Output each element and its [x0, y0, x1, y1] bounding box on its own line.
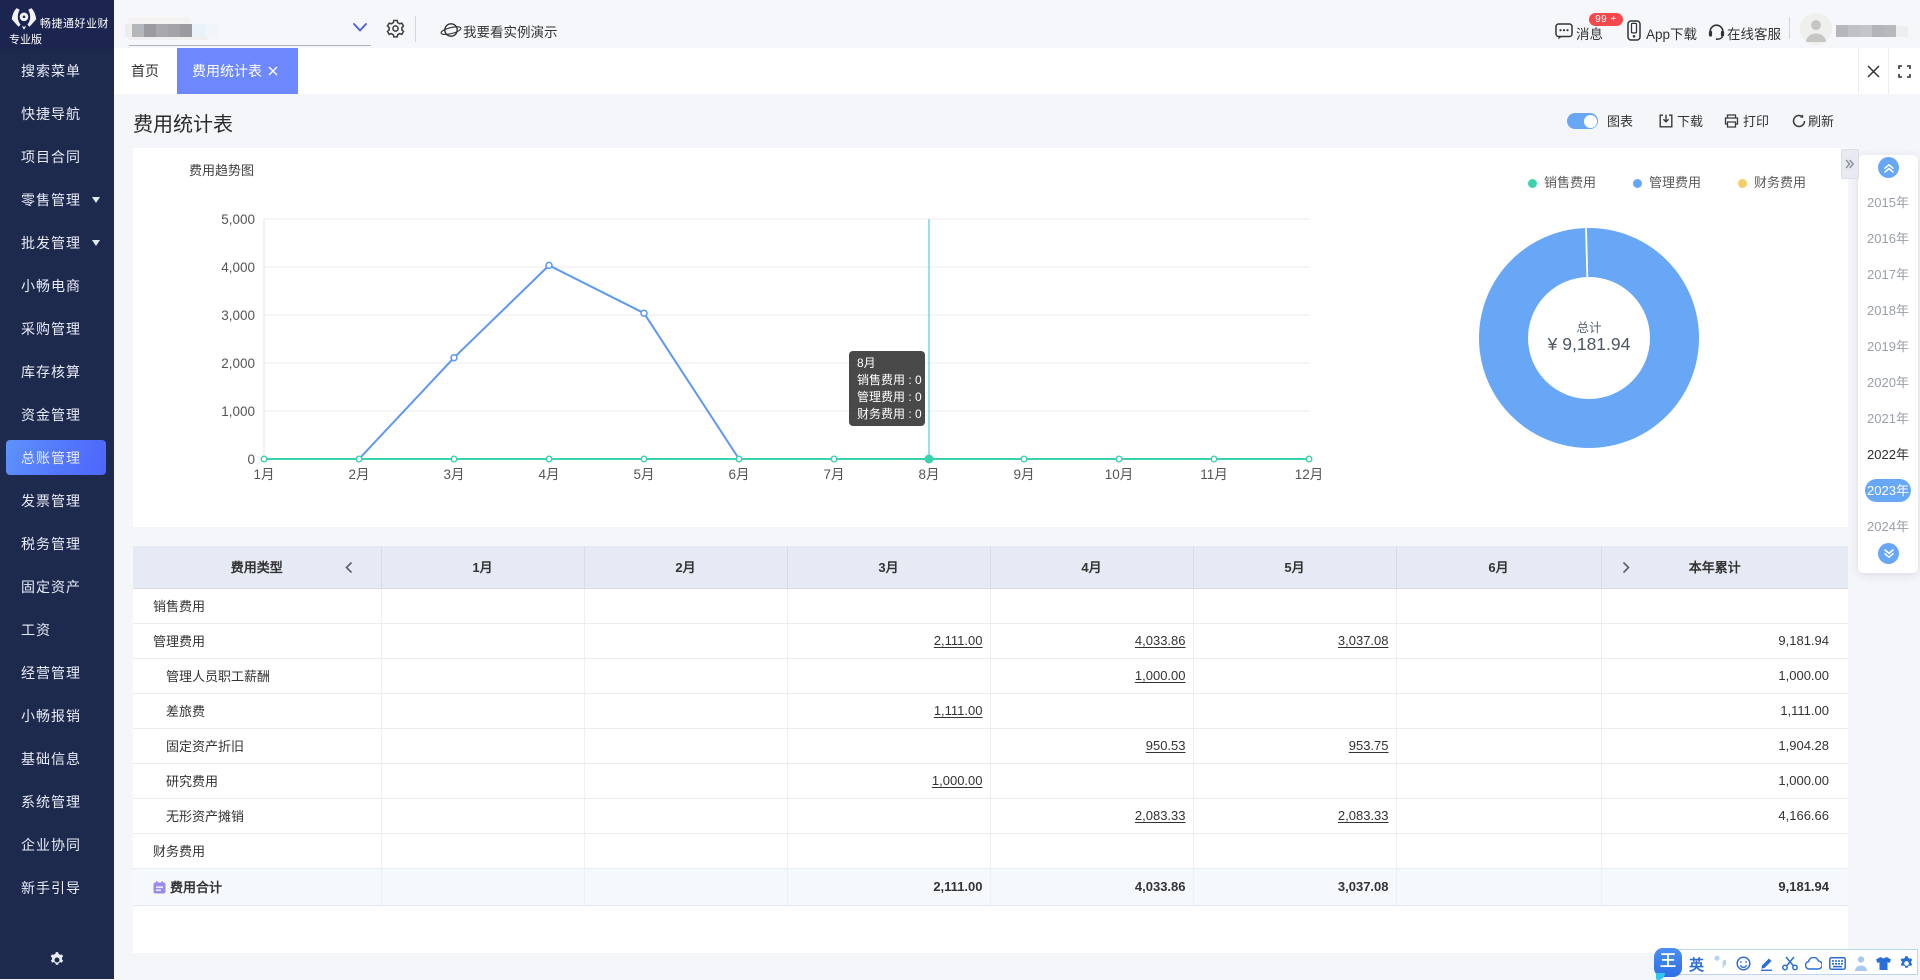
svg-text:4,000: 4,000	[221, 260, 255, 275]
svg-text:4月: 4月	[538, 467, 559, 482]
svg-text:11月: 11月	[1200, 467, 1228, 482]
svg-text:1,000: 1,000	[221, 404, 255, 419]
svg-text:总计: 总计	[1576, 321, 1601, 335]
svg-text:5,000: 5,000	[221, 212, 255, 227]
svg-text:3,000: 3,000	[221, 308, 255, 323]
svg-text:12月: 12月	[1295, 467, 1324, 482]
svg-text:3月: 3月	[443, 467, 464, 482]
svg-text:6月: 6月	[728, 467, 749, 482]
svg-text:0: 0	[247, 452, 255, 467]
svg-text:5月: 5月	[633, 467, 654, 482]
svg-text:9月: 9月	[1013, 467, 1034, 482]
svg-text:1月: 1月	[253, 467, 274, 482]
svg-text:10月: 10月	[1105, 467, 1134, 482]
svg-text:8月: 8月	[918, 467, 939, 482]
svg-text:¥ 9,181.94: ¥ 9,181.94	[1547, 334, 1631, 354]
svg-text:2月: 2月	[348, 467, 369, 482]
svg-text:7月: 7月	[823, 467, 844, 482]
svg-text:2,000: 2,000	[221, 356, 255, 371]
